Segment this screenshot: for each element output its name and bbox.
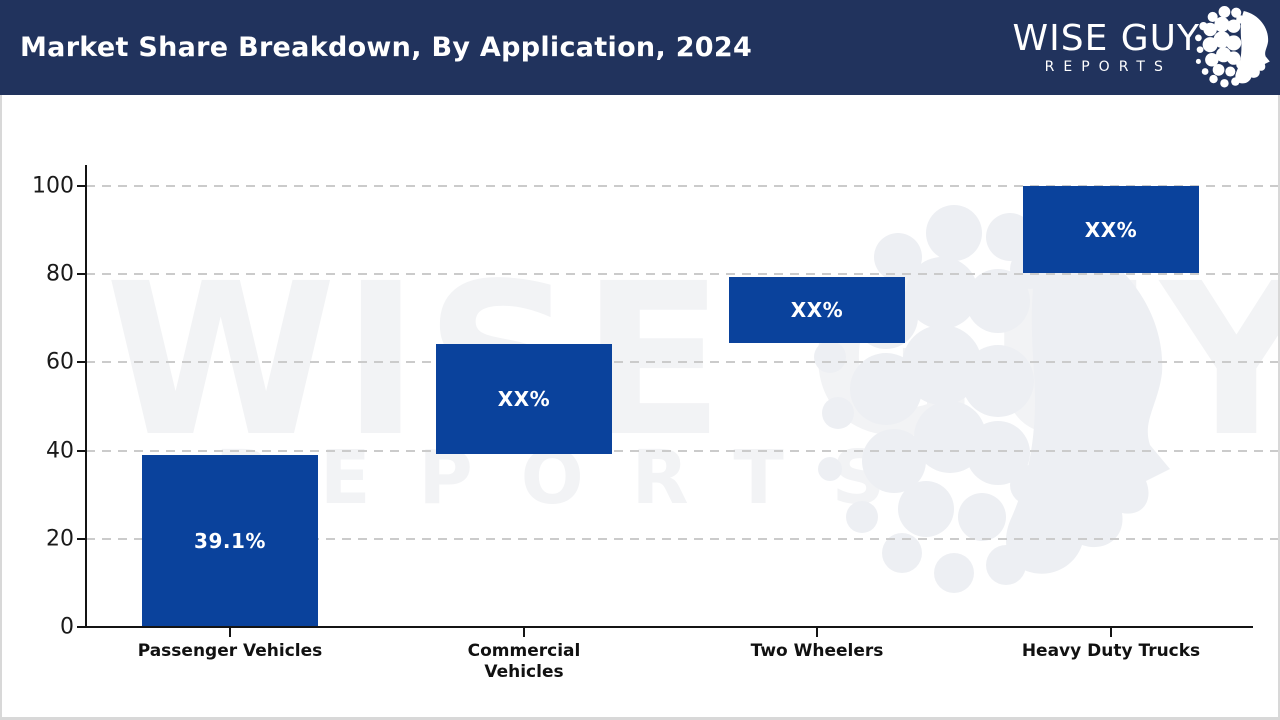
brand-text: WISE GUY REPORTS xyxy=(1012,18,1201,75)
y-axis xyxy=(85,165,87,628)
x-tick-mark xyxy=(816,628,818,637)
wiseguy-head-icon xyxy=(1195,5,1270,87)
y-tick-label: 60 xyxy=(46,349,74,375)
y-tick-label: 80 xyxy=(46,261,74,287)
y-tick-label: 100 xyxy=(32,173,74,199)
y-tick-mark xyxy=(77,361,86,364)
bar-passenger-vehicles: 39.1% xyxy=(142,454,318,627)
brand-name: WISE GUY xyxy=(1012,18,1200,59)
bar-commercial-vehicles: XX% xyxy=(436,344,612,454)
x-tick-mark xyxy=(229,628,231,637)
page-title: Market Share Breakdown, By Application, … xyxy=(20,32,753,63)
bar-value-label: XX% xyxy=(790,298,844,323)
gridline-80 xyxy=(86,273,1278,276)
x-category-label: Heavy Duty Trucks xyxy=(1021,641,1201,661)
gridline-100 xyxy=(86,185,1278,187)
frame-border-left xyxy=(0,95,2,720)
bar-value-label: XX% xyxy=(1084,217,1138,242)
header: Market Share Breakdown, By Application, … xyxy=(0,0,1280,95)
brand-tagline: REPORTS xyxy=(1044,59,1172,75)
y-tick-label: 20 xyxy=(46,526,74,552)
y-tick-mark xyxy=(77,273,86,276)
brand-logo: WISE GUY REPORTS xyxy=(1012,5,1280,90)
bar-value-label: 39.1% xyxy=(194,528,266,553)
frame-border-right xyxy=(1278,95,1280,720)
y-tick-mark xyxy=(77,537,86,540)
bar-value-label: XX% xyxy=(497,386,551,411)
x-axis xyxy=(85,626,1253,628)
x-tick-mark xyxy=(523,628,525,637)
y-tick-label: 40 xyxy=(46,438,74,464)
x-category-label: Passenger Vehicles xyxy=(137,641,323,661)
gridline-40 xyxy=(86,449,1278,452)
y-tick-mark xyxy=(77,185,86,187)
x-category-label: Commercial Vehicles xyxy=(467,641,581,683)
bar-heavy-duty-trucks: XX% xyxy=(1023,186,1199,274)
bar-two-wheelers: XX% xyxy=(729,277,905,343)
gridline-60 xyxy=(86,361,1278,364)
x-tick-mark xyxy=(1110,628,1112,637)
y-tick-mark xyxy=(77,626,86,628)
frame-border-bottom xyxy=(0,717,1280,720)
y-tick-mark xyxy=(77,449,86,452)
gridline-20 xyxy=(86,537,1278,540)
x-category-label: Two Wheelers xyxy=(750,641,884,661)
y-tick-label: 0 xyxy=(60,614,74,640)
